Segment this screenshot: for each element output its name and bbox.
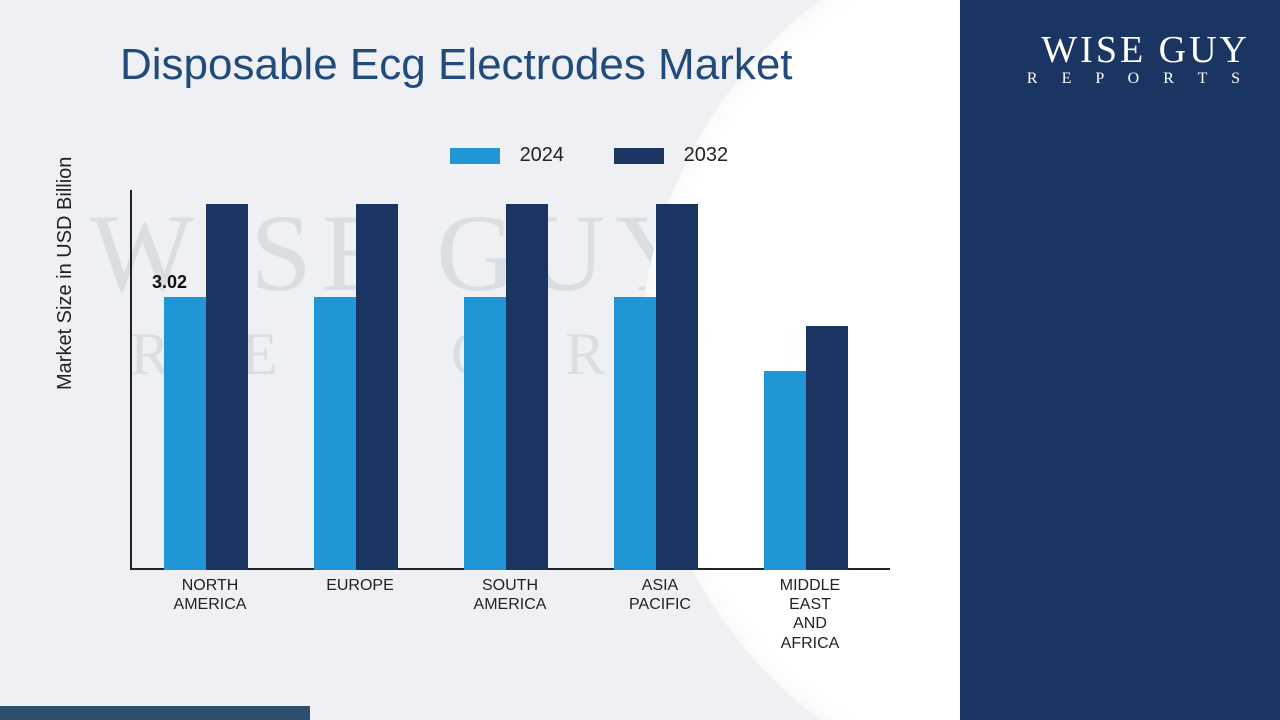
brand-logo-sub: R E P O R T S — [1027, 70, 1250, 88]
bar-2024 — [164, 297, 206, 570]
bar-value-label: 3.02 — [152, 272, 187, 293]
legend: 2024 2032 — [450, 144, 728, 167]
legend-swatch-2032 — [614, 148, 664, 164]
x-axis-category-label: EUROPE — [290, 570, 430, 595]
bar-group: EUROPE — [300, 190, 420, 570]
right-band — [960, 0, 1280, 720]
brand-logo-main: WISE GUY — [1027, 28, 1250, 72]
bar-2032 — [206, 204, 248, 570]
bar-chart: Market Size in USD Billion 2024 2032 3.0… — [70, 160, 890, 640]
bar-2024 — [614, 297, 656, 570]
legend-label-2032: 2032 — [684, 144, 729, 166]
legend-item-2032: 2032 — [614, 144, 728, 167]
bar-2032 — [356, 204, 398, 570]
x-axis-category-label: MIDDLEEASTANDAFRICA — [740, 570, 880, 653]
footer-accent-bar — [0, 706, 310, 720]
plot-area: 3.02NORTHAMERICAEUROPESOUTHAMERICAASIAPA… — [130, 190, 890, 570]
bar-2024 — [764, 371, 806, 570]
y-axis-label: Market Size in USD Billion — [54, 157, 77, 390]
x-axis-category-label: ASIAPACIFIC — [590, 570, 730, 614]
legend-swatch-2024 — [450, 148, 500, 164]
y-axis — [130, 190, 132, 570]
bar-2024 — [314, 297, 356, 570]
bar-group: ASIAPACIFIC — [600, 190, 720, 570]
legend-label-2024: 2024 — [520, 144, 565, 166]
bar-group: SOUTHAMERICA — [450, 190, 570, 570]
bar-2032 — [656, 204, 698, 570]
chart-title: Disposable Ecg Electrodes Market — [120, 40, 793, 90]
bar-group: 3.02NORTHAMERICA — [150, 190, 270, 570]
canvas: WISE GUY R E P O R T S WISE GUY R E P O … — [0, 0, 1280, 720]
legend-item-2024: 2024 — [450, 144, 564, 167]
x-axis-category-label: SOUTHAMERICA — [440, 570, 580, 614]
bar-group: MIDDLEEASTANDAFRICA — [750, 190, 870, 570]
bar-2024 — [464, 297, 506, 570]
x-axis-category-label: NORTHAMERICA — [140, 570, 280, 614]
bar-2032 — [506, 204, 548, 570]
brand-logo: WISE GUY R E P O R T S — [1027, 28, 1250, 88]
bar-2032 — [806, 326, 848, 570]
